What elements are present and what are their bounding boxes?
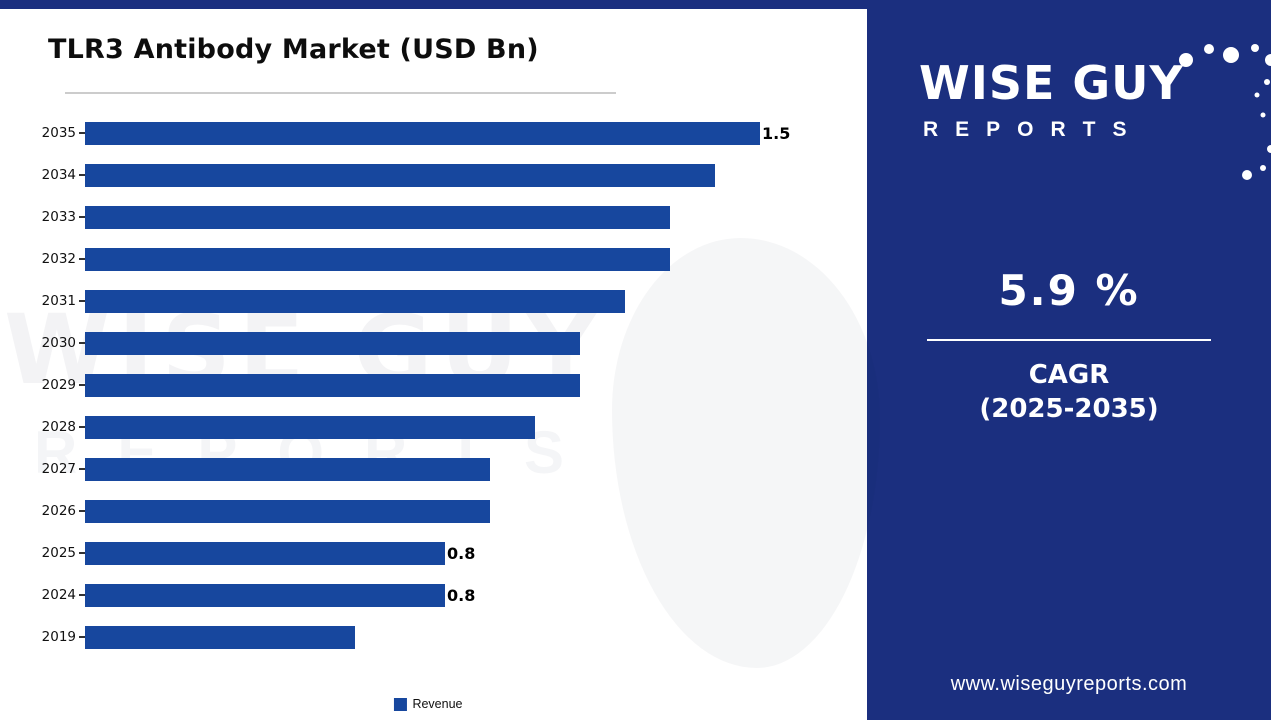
axis-tick-icon: [79, 552, 85, 554]
cagr-period: (2025-2035): [979, 393, 1159, 424]
bar-2019: [85, 625, 355, 649]
bar-row: 2034: [34, 154, 790, 196]
right-panel: WISE GUY REPORTS 5.9 % CAGR (2025-2035) …: [867, 0, 1271, 720]
bar-2028: [85, 415, 535, 439]
bar-2033: [85, 205, 670, 229]
axis-tick-icon: [79, 468, 85, 470]
dotted-head-icon: [1179, 44, 1271, 180]
cagr-block: 5.9 % CAGR (2025-2035): [927, 266, 1211, 427]
y-axis-label: 2024: [41, 587, 76, 603]
y-axis-label: 2019: [41, 629, 76, 645]
brand-logo: WISE GUY REPORTS: [919, 44, 1271, 180]
bar-2035: [85, 121, 760, 145]
axis-tick-icon: [79, 594, 85, 596]
y-axis-label: 2025: [41, 545, 76, 561]
bar-2030: [85, 331, 580, 355]
axis-tick-icon: [79, 174, 85, 176]
brand-logo-line1: WISE GUY: [919, 56, 1184, 110]
axis-tick-icon: [79, 300, 85, 302]
bar-row: 2026: [34, 490, 790, 532]
y-axis-label: 2028: [41, 419, 76, 435]
bar-row: 2031: [34, 280, 790, 322]
bar-row: 2032: [34, 238, 790, 280]
bar-row: 2027: [34, 448, 790, 490]
top-accent-strip: [0, 0, 867, 9]
bar-row: 2025 0.8: [34, 532, 790, 574]
bar-2027: [85, 457, 490, 481]
axis-tick-icon: [79, 258, 85, 260]
watermark-head-silhouette: [612, 238, 880, 668]
legend-label: Revenue: [412, 697, 463, 711]
legend: Revenue: [393, 697, 462, 711]
title-divider: [65, 92, 616, 94]
bar-row: 2028: [34, 406, 790, 448]
y-axis-label: 2033: [41, 209, 76, 225]
cagr-label: CAGR: [1028, 360, 1110, 390]
bar-value-label: 0.8: [447, 585, 476, 605]
cagr-divider: [927, 339, 1211, 341]
y-axis-label: 2029: [41, 377, 76, 393]
y-axis-label: 2030: [41, 335, 76, 351]
chart-title: TLR3 Antibody Market (USD Bn): [48, 34, 539, 65]
bar-chart: 2035 1.5 2034 2033 2032 2031 2030 2029 2028 2027 2…: [34, 112, 790, 658]
y-axis-label: 2032: [41, 251, 76, 267]
y-axis-label: 2026: [41, 503, 76, 519]
bar-2029: [85, 373, 580, 397]
axis-tick-icon: [79, 342, 85, 344]
y-axis-label: 2034: [41, 167, 76, 183]
axis-tick-icon: [79, 216, 85, 218]
brand-logo-line2: REPORTS: [923, 118, 1144, 141]
cagr-value: 5.9 %: [998, 266, 1140, 315]
bar-value-label: 0.8: [447, 543, 476, 563]
bar-row: 2024 0.8: [34, 574, 790, 616]
axis-tick-icon: [79, 132, 85, 134]
bar-value-label: 1.5: [762, 123, 791, 143]
bar-2032: [85, 247, 670, 271]
bar-row: 2030: [34, 322, 790, 364]
bar-2034: [85, 163, 715, 187]
y-axis-label: 2035: [41, 125, 76, 141]
bar-row: 2035 1.5: [34, 112, 790, 154]
bar-row: 2029: [34, 364, 790, 406]
bar-2025: [85, 541, 445, 565]
y-axis-label: 2027: [41, 461, 76, 477]
legend-swatch-icon: [393, 697, 407, 711]
bar-row: 2019: [34, 616, 790, 658]
website-url: www.wiseguyreports.com: [950, 673, 1188, 695]
y-axis-label: 2031: [41, 293, 76, 309]
chart-panel: TLR3 Antibody Market (USD Bn) WISE GUY R…: [0, 0, 867, 711]
axis-tick-icon: [79, 426, 85, 428]
bar-2024: [85, 583, 445, 607]
bar-row: 2033: [34, 196, 790, 238]
bar-2026: [85, 499, 490, 523]
bar-2031: [85, 289, 625, 313]
axis-tick-icon: [79, 636, 85, 638]
axis-tick-icon: [79, 384, 85, 386]
axis-tick-icon: [79, 510, 85, 512]
